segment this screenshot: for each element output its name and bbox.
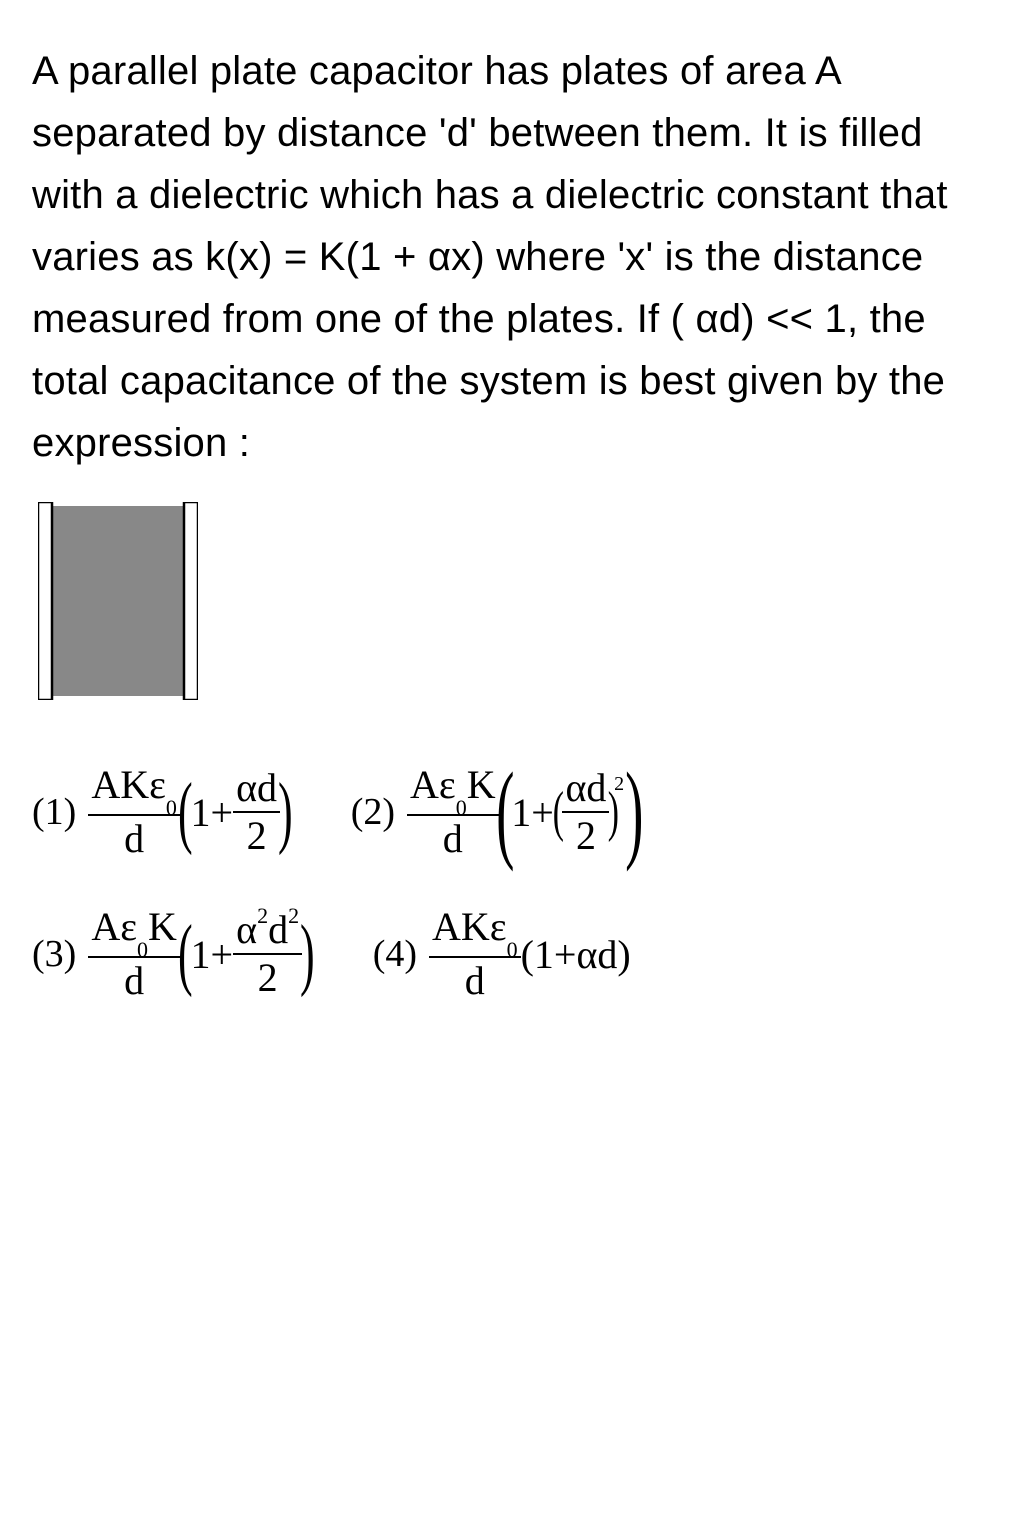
right-plate [184, 502, 198, 700]
o2-coeff-trail: K [467, 762, 496, 807]
o1-inner-lead: 1+ [191, 789, 234, 836]
lparen-icon: ( [553, 787, 564, 837]
o1-coeff-bot: d [121, 816, 147, 859]
question-text: A parallel plate capacitor has plates of… [32, 40, 992, 474]
option-2-number: (2) [351, 790, 395, 834]
o2-inner-bot: 2 [573, 813, 599, 856]
rparen-icon: ) [300, 918, 315, 990]
o2-exp: 2 [614, 773, 624, 796]
option-3-inner: 1+ α2d2 2 [191, 910, 303, 998]
o4-coeff-top: AKε [432, 904, 507, 949]
o3-coeff-sub: 0 [137, 937, 148, 962]
dielectric-slab [52, 506, 184, 696]
o1-inner-bot: 2 [244, 813, 270, 856]
o3-inner-bot: 2 [255, 955, 281, 998]
o3-inner-lead: 1+ [191, 931, 234, 978]
capacitor-diagram [38, 502, 992, 705]
o2-coeff-sub: 0 [456, 795, 467, 820]
o1-coeff-sub: 0 [166, 795, 177, 820]
option-1-coeff: AKε0 d [88, 765, 180, 859]
option-2-coeff: Aε0K d [407, 765, 499, 859]
o3-coeff-bot: d [121, 958, 147, 1001]
rparen-icon: ) [278, 776, 293, 848]
option-3-coeff: Aε0K d [88, 907, 180, 1001]
o3-coeff-top: Aε [91, 904, 137, 949]
lparen-icon: ( [496, 765, 514, 859]
option-row-2: (3) Aε0K d ( 1+ α2d2 2 ) (4) [32, 907, 992, 1001]
o1-inner-top: αd [233, 768, 280, 813]
option-4-number: (4) [373, 932, 417, 976]
o3-coeff-trail: K [148, 904, 177, 949]
o2-coeff-bot: d [440, 816, 466, 859]
option-4: (4) AKε0 d (1+αd) [373, 907, 631, 1001]
o2-inner-top: αd [562, 768, 609, 813]
o3-a: α [236, 907, 257, 952]
option-1-inner: 1+ αd 2 [191, 768, 281, 856]
o2-coeff-top: Aε [410, 762, 456, 807]
o4-tail: (1+αd) [521, 931, 631, 978]
o3-b-sup: 2 [288, 903, 299, 928]
left-plate [38, 502, 52, 700]
o4-coeff-sub: 0 [507, 937, 518, 962]
option-2-inner: 1+ ( αd 2 ) 2 [511, 768, 628, 856]
lparen-icon: ( [178, 918, 193, 990]
rparen-icon: ) [625, 765, 643, 859]
option-3-number: (3) [32, 932, 76, 976]
o4-coeff-bot: d [462, 958, 488, 1001]
option-1-number: (1) [32, 790, 76, 834]
o1-coeff-top: AKε [91, 762, 166, 807]
o2-inner-lead: 1+ [511, 789, 554, 836]
options-block: (1) AKε0 d ( 1+ αd 2 ) (2) Aε0 [32, 765, 992, 1001]
lparen-icon: ( [178, 776, 193, 848]
option-3: (3) Aε0K d ( 1+ α2d2 2 ) [32, 907, 313, 1001]
option-row-1: (1) AKε0 d ( 1+ αd 2 ) (2) Aε0 [32, 765, 992, 859]
option-2: (2) Aε0K d ( 1+ ( αd 2 ) 2 ) [351, 765, 641, 859]
o3-b: d [268, 907, 288, 952]
option-4-coeff: AKε0 d [429, 907, 521, 1001]
option-1: (1) AKε0 d ( 1+ αd 2 ) [32, 765, 291, 859]
o3-a-sup: 2 [257, 903, 268, 928]
